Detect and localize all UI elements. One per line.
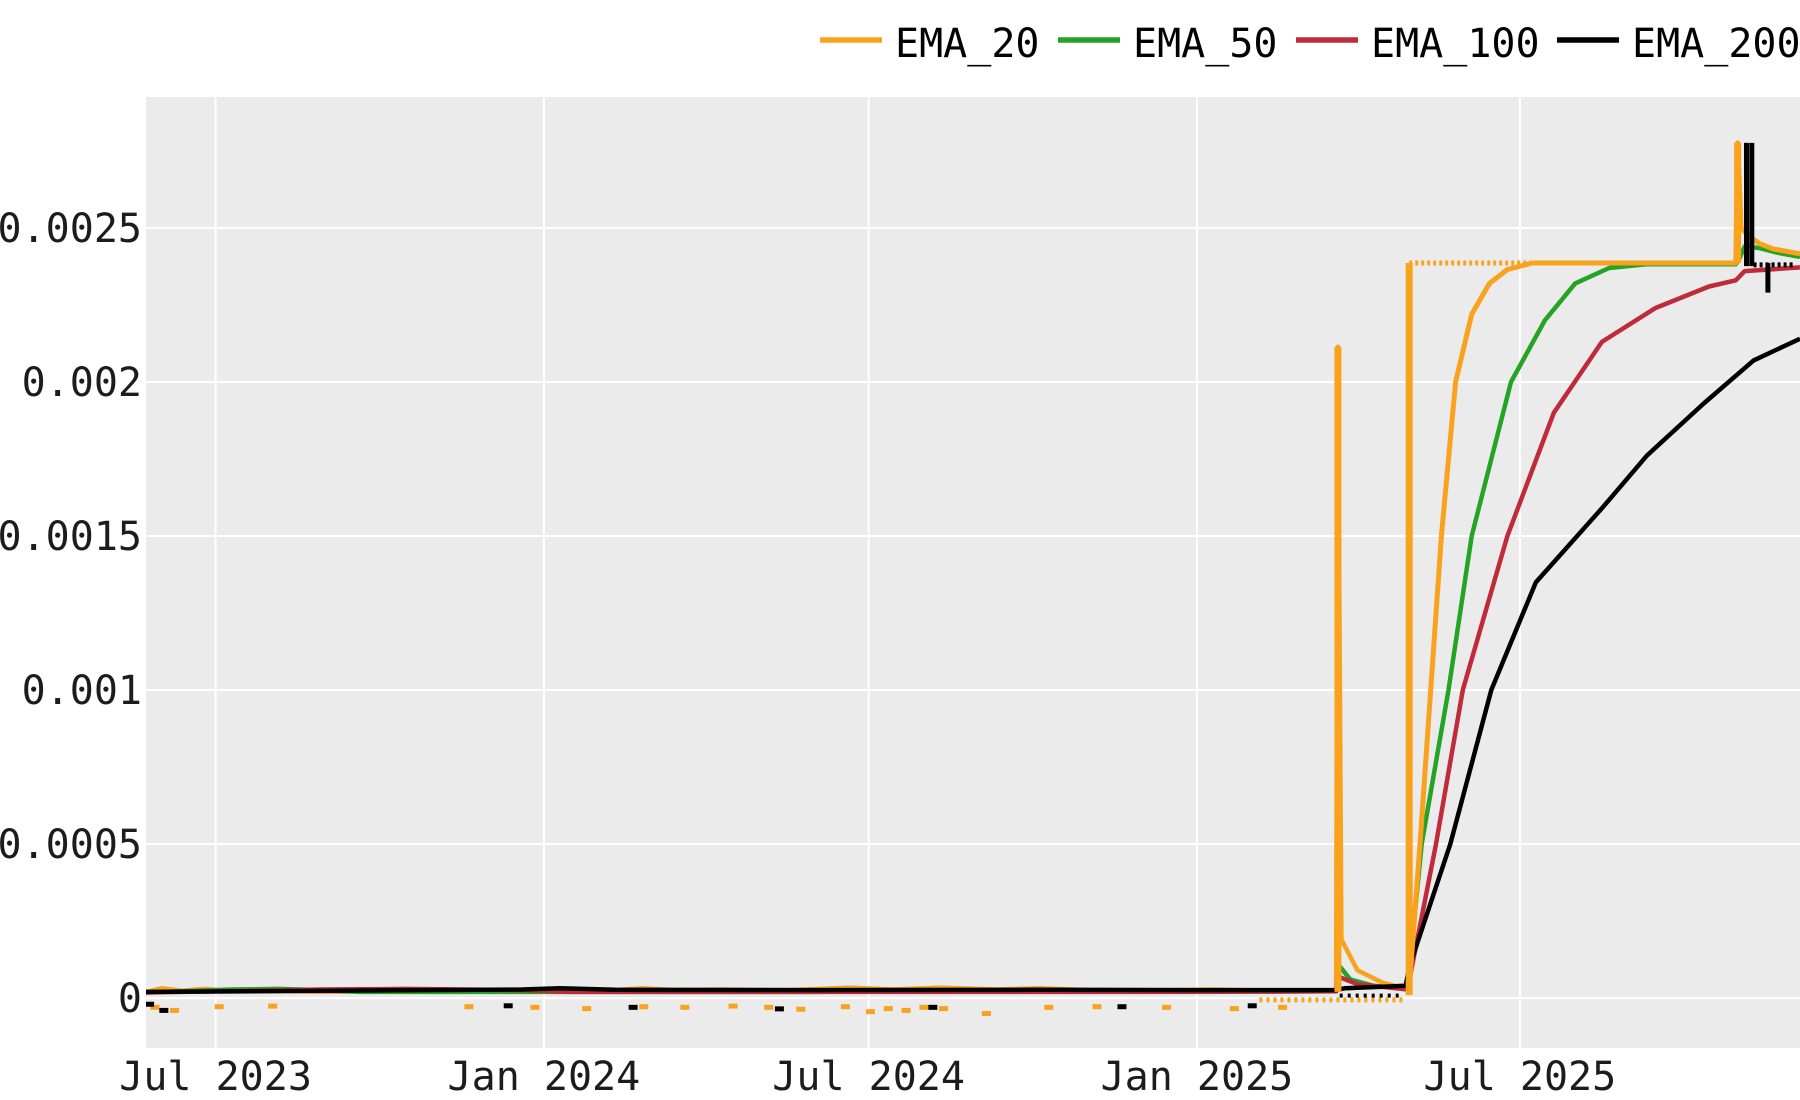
scatter-dash: [728, 1003, 738, 1009]
series-layer: [146, 140, 1800, 1016]
scatter-dash: [1117, 1004, 1127, 1010]
plot-area: [146, 97, 1800, 1048]
gridlines: [146, 97, 1800, 1048]
scatter-dash: [865, 1009, 875, 1015]
scatter-dash: [170, 1007, 180, 1013]
y-tick-label: 0.002: [22, 360, 142, 406]
scatter-dash: [146, 1001, 155, 1007]
x-tick-label: Jul 2023: [119, 1054, 312, 1100]
scatter-dash: [1229, 1006, 1239, 1012]
scatter-dash: [530, 1004, 540, 1010]
y-tick-label: 0.001: [22, 668, 142, 714]
y-tick-label: 0.0015: [0, 514, 142, 560]
scatter-dash: [919, 1004, 929, 1010]
scatter-dash: [680, 1004, 690, 1010]
scatter-dash: [928, 1004, 938, 1010]
scatter-dashes: [146, 1001, 1288, 1016]
legend-label: EMA_20: [895, 21, 1040, 67]
legend-item-ema-100: EMA_100: [1296, 21, 1540, 67]
scatter-dash: [150, 1004, 160, 1010]
scatter-dash: [628, 1004, 638, 1010]
x-tick-label: Jan 2025: [1101, 1054, 1294, 1100]
scatter-dash: [159, 1007, 169, 1013]
scatter-dash: [774, 1006, 784, 1012]
scatter-dash: [464, 1004, 474, 1010]
scatter-dash: [796, 1006, 806, 1012]
scatter-dash: [901, 1007, 911, 1013]
y-tick-label: 0: [118, 976, 142, 1022]
scatter-dash: [883, 1006, 893, 1012]
scatter-dash: [214, 1004, 224, 1010]
tick-labels: 0 0.0005 0.001 0.0015 0.002 0.0025 Jul 2023 Jan…: [0, 206, 1616, 1100]
legend-label: EMA_50: [1133, 21, 1278, 67]
legend-label: EMA_200: [1632, 21, 1800, 67]
x-tick-label: Jan 2024: [448, 1054, 641, 1100]
scatter-dash: [268, 1003, 278, 1009]
y-tick-label: 0.0005: [0, 822, 142, 868]
legend-item-ema-200: EMA_200: [1557, 21, 1800, 67]
scatter-dash: [764, 1004, 774, 1010]
scatter-dash: [939, 1006, 949, 1012]
scatter-dash: [1092, 1004, 1102, 1010]
scatter-dash: [1162, 1004, 1172, 1010]
y-tick-label: 0.0025: [0, 206, 142, 252]
scatter-dash: [981, 1010, 991, 1016]
scatter-dash: [1044, 1004, 1054, 1010]
scatter-dash: [503, 1003, 513, 1009]
artifact-ema20-rise: [1406, 260, 1534, 990]
scatter-dash: [1278, 1004, 1288, 1010]
scatter-dash: [840, 1004, 850, 1010]
scatter-dash: [1247, 1003, 1257, 1009]
scatter-dash: [639, 1004, 649, 1010]
scatter-dash: [582, 1006, 592, 1012]
x-tick-label: Jul 2025: [1424, 1054, 1617, 1100]
legend-label: EMA_100: [1371, 21, 1540, 67]
legend: EMA_20 EMA_50 EMA_100 EMA_200: [820, 21, 1800, 67]
x-tick-label: Jul 2024: [772, 1054, 965, 1100]
legend-item-ema-50: EMA_50: [1058, 21, 1278, 67]
legend-item-ema-20: EMA_20: [820, 21, 1040, 67]
